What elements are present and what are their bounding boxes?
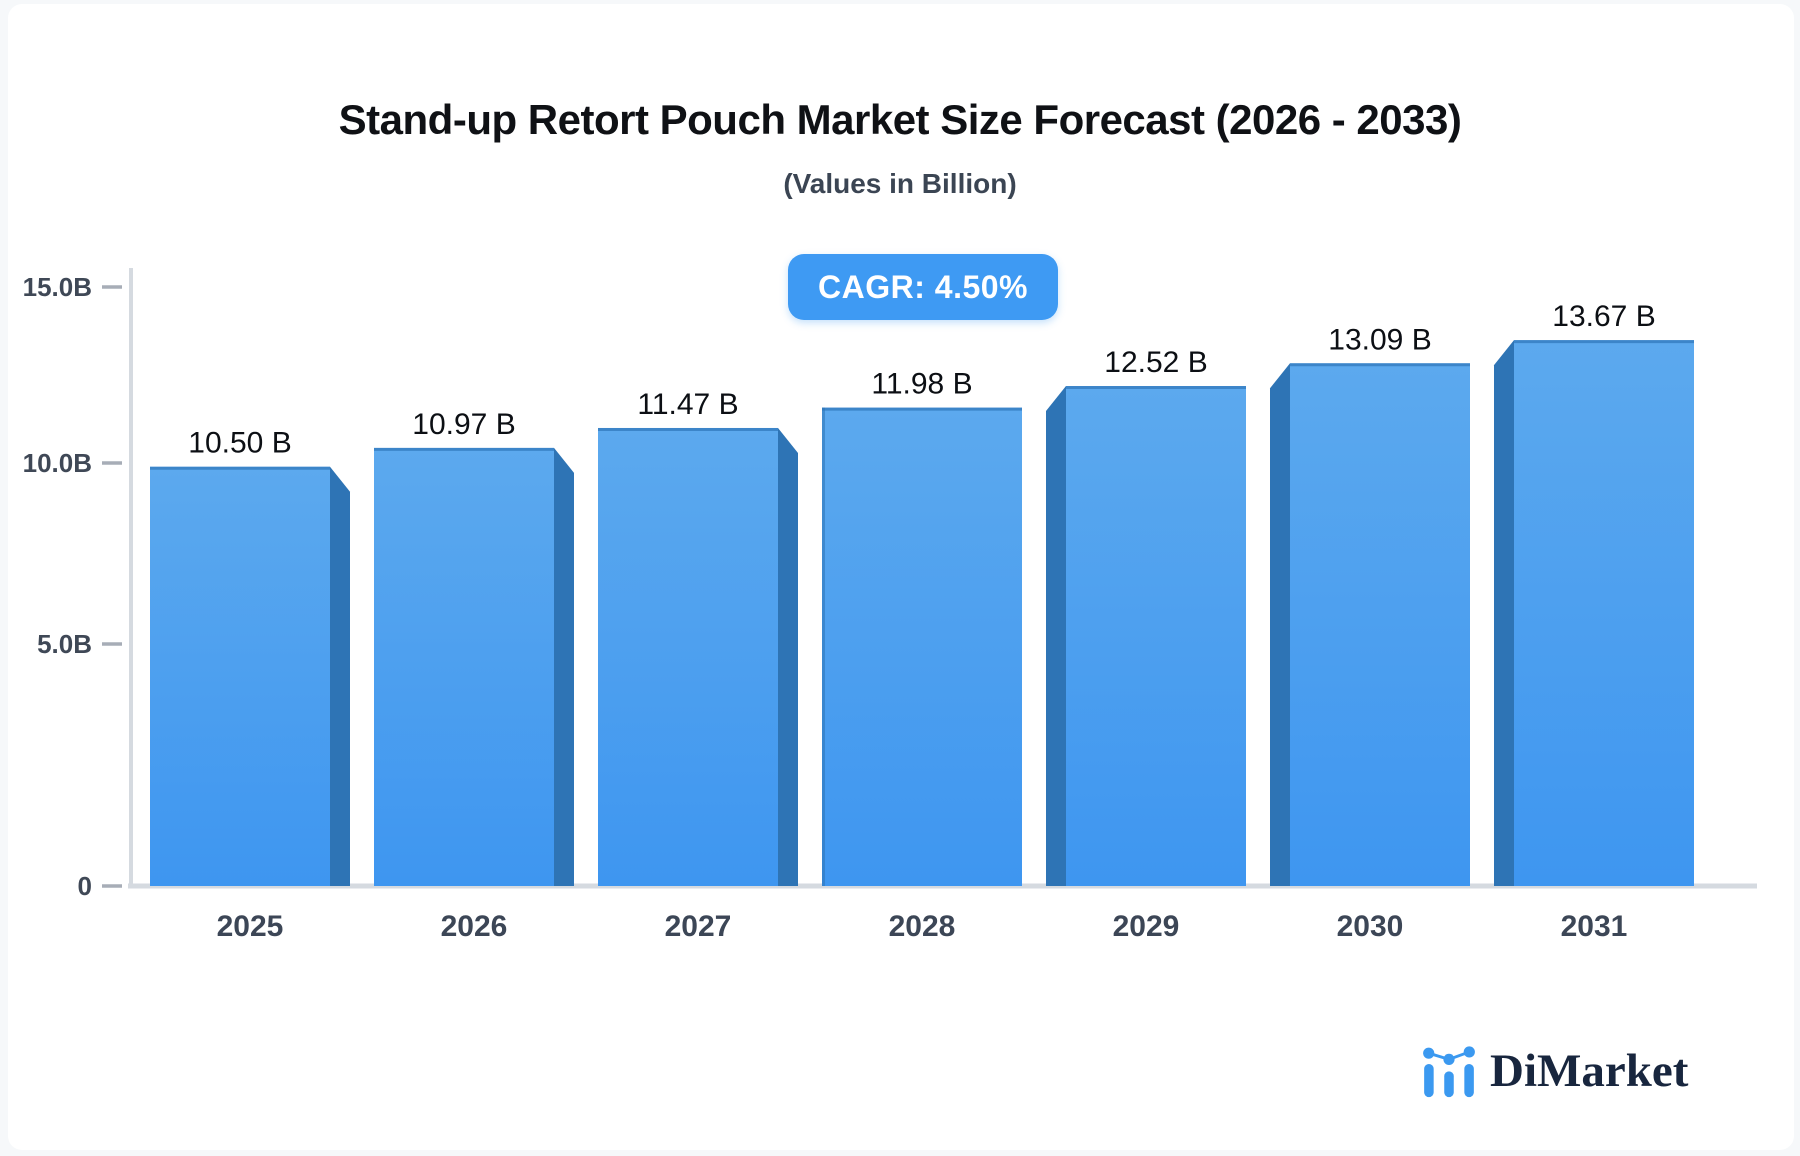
bar-2027 (598, 427, 778, 886)
x-tick-label: 2026 (441, 910, 508, 943)
bar-2029 (1066, 386, 1246, 886)
bar-2028 (822, 407, 1022, 886)
bar-side-face (554, 447, 574, 886)
x-tick-label: 2027 (665, 910, 732, 943)
dimarket-logo: DiMarket (1420, 1040, 1688, 1102)
logo-dot (1443, 1053, 1455, 1065)
bar-value-label: 11.47 B (637, 388, 738, 421)
bar-value-label: 13.67 B (1552, 300, 1655, 333)
y-tick-label: 5.0B (37, 629, 92, 659)
cagr-badge: CAGR: 4.50% (788, 254, 1058, 320)
bar-value-label: 10.97 B (412, 408, 515, 441)
chart-subtitle: (Values in Billion) (783, 168, 1017, 199)
bar-2031 (1514, 340, 1694, 886)
x-tick-label: 2030 (1337, 910, 1404, 943)
bar-value-label: 10.50 B (188, 427, 291, 460)
x-tick-label: 2028 (889, 910, 956, 943)
logo-bar (1424, 1063, 1434, 1098)
logo-dot (1423, 1047, 1435, 1059)
logo-bar (1464, 1063, 1474, 1098)
chart-title: Stand-up Retort Pouch Market Size Foreca… (338, 96, 1462, 143)
mini-bar-chart-icon (1423, 1046, 1475, 1098)
bar-value-label: 13.09 B (1328, 323, 1431, 356)
bar-value-label: 12.52 B (1104, 346, 1207, 379)
bar-side-face (330, 466, 350, 886)
bar-value-label: 11.98 B (871, 368, 972, 401)
x-tick-label: 2025 (217, 910, 284, 943)
y-tick-label: 15.0B (23, 272, 92, 302)
y-tick-label: 10.0B (23, 448, 92, 478)
bar-2026 (374, 447, 554, 886)
bar-side-face (1494, 340, 1514, 886)
x-tick-label: 2029 (1113, 910, 1180, 943)
bar-side-face (778, 427, 798, 886)
logo-dot (1463, 1046, 1475, 1058)
y-tick-label: 0 (78, 871, 92, 901)
x-tick-label: 2031 (1561, 910, 1628, 943)
bar-side-face (1046, 386, 1066, 886)
bar-2030 (1290, 363, 1470, 886)
bar-2025 (150, 466, 330, 886)
dimarket-logo-text: DiMarket (1490, 1045, 1689, 1097)
cagr-badge-label: CAGR: 4.50% (818, 268, 1028, 305)
bar-side-face (1270, 363, 1290, 886)
logo-bar (1444, 1071, 1454, 1098)
